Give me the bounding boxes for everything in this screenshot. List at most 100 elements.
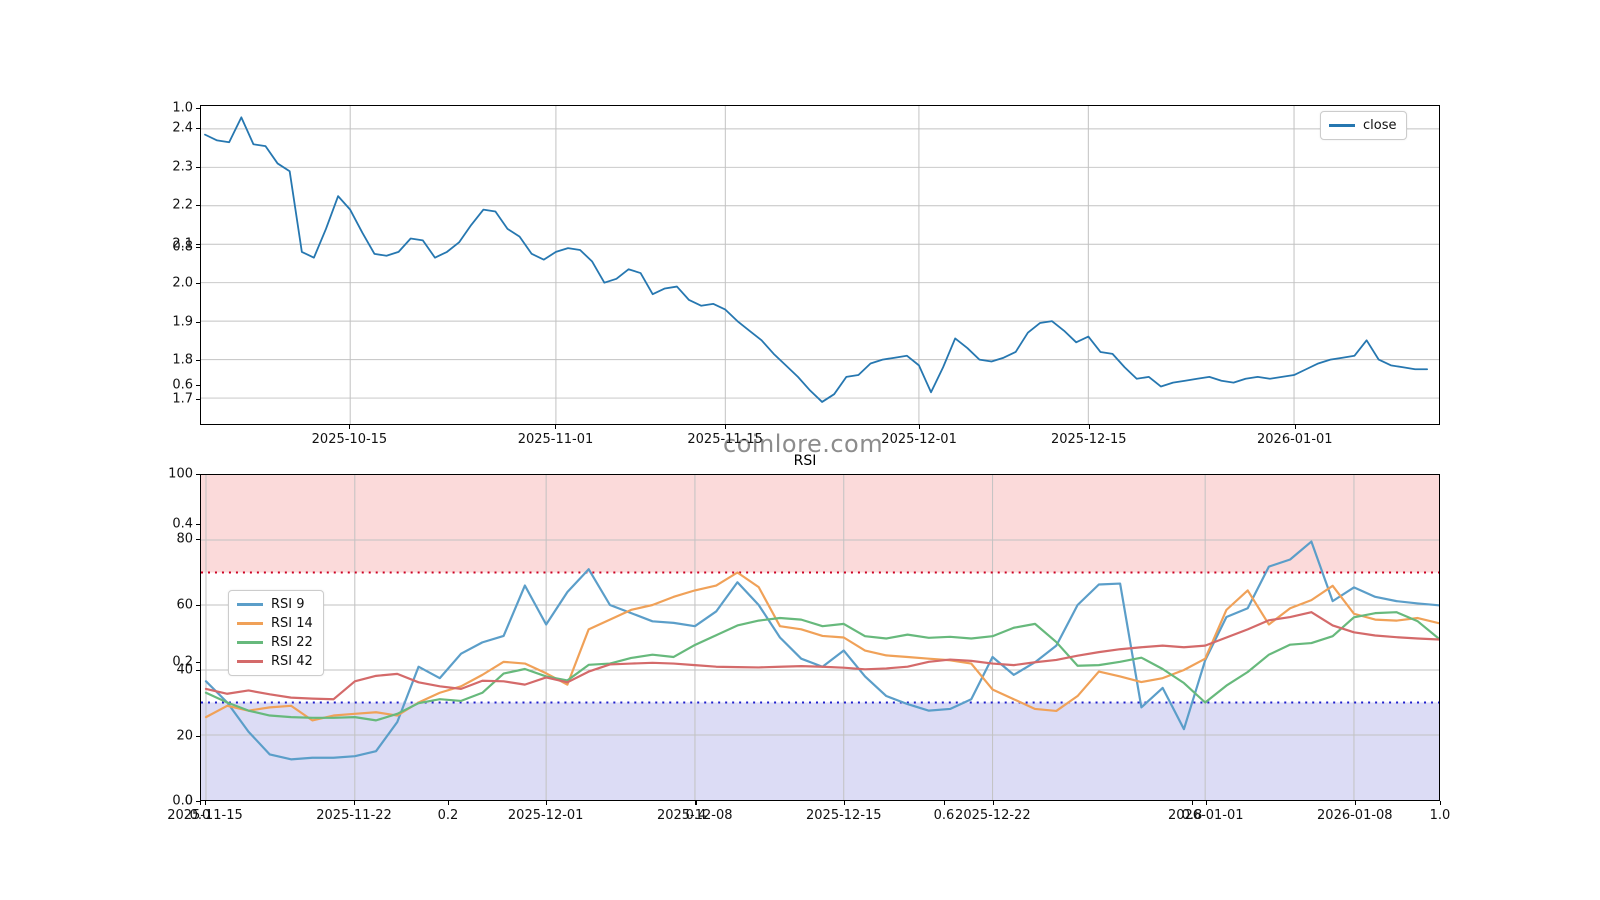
rsi-chart-svg: [201, 475, 1439, 800]
legend-label: RSI 42: [271, 654, 313, 669]
y-tick-mark: [196, 244, 200, 246]
x-tick-label: 2025-11-15: [687, 432, 763, 447]
y-tick-mark: [196, 246, 200, 248]
y-tick-label: 60: [176, 597, 193, 613]
y-tick-label: 1.7: [172, 391, 193, 407]
rsi-section-title: RSI: [793, 453, 817, 469]
y-tick-label: 2.0: [172, 275, 193, 291]
y-tick-label: 0: [184, 793, 193, 809]
y-tick-mark: [196, 360, 200, 362]
overlay-x-tick-label: 0.8: [1181, 808, 1203, 823]
legend-line-icon: [237, 622, 263, 625]
legend-line-icon: [237, 603, 263, 606]
close-line: [204, 116, 1429, 403]
overlay-x-tick-label: 0.4: [685, 808, 707, 823]
price-chart-svg: [201, 106, 1439, 424]
y-tick-mark: [196, 604, 200, 606]
x-tick-mark: [1354, 801, 1356, 805]
y-tick-mark: [196, 662, 200, 664]
x-tick-label: 2025-12-01: [881, 432, 957, 447]
overlay-x-tick-label: 0.6: [933, 808, 955, 823]
x-tick-mark: [555, 425, 557, 429]
legend-label: RSI 14: [271, 616, 313, 631]
y-tick-mark: [196, 801, 200, 802]
x-tick-mark: [1294, 425, 1296, 429]
legend-line-icon: [237, 641, 263, 644]
overlay-x-tick-label: 1.0: [1429, 808, 1451, 823]
overlay-y-tick-label: 1.0: [172, 100, 193, 116]
rsi-22-line: [204, 611, 1439, 722]
x-tick-label: 2025-12-08: [656, 808, 733, 823]
legend-item-rsi-22: RSI 22: [237, 633, 313, 652]
legend-line-icon: [1329, 124, 1355, 127]
x-tick-label: 2025-11-15: [167, 808, 243, 823]
x-tick-mark: [919, 425, 921, 429]
x-tick-label: 2025-10-15: [311, 432, 388, 447]
y-tick-mark: [196, 474, 200, 475]
legend-item-close: close: [1329, 116, 1396, 135]
x-tick-mark: [200, 801, 201, 805]
x-tick-label: 2025-11-22: [316, 808, 392, 823]
x-tick-mark: [545, 801, 547, 805]
x-tick-label: 2025-12-15: [806, 808, 882, 823]
x-tick-mark: [696, 801, 697, 805]
overbought-band: [201, 475, 1439, 573]
x-tick-mark: [354, 801, 356, 805]
legend-item-rsi-42: RSI 42: [237, 652, 313, 671]
x-tick-mark: [944, 801, 945, 805]
legend-label: RSI 22: [271, 635, 313, 650]
x-tick-mark: [725, 425, 727, 429]
y-tick-mark: [196, 166, 200, 168]
x-tick-mark: [1205, 801, 1207, 805]
legend-item-rsi-14: RSI 14: [237, 614, 313, 633]
overlay-x-tick-label: 0.0: [189, 808, 211, 823]
overlay-y-tick-label: 0.6: [172, 377, 193, 393]
oversold-band: [201, 702, 1439, 800]
legend-line-icon: [237, 660, 263, 663]
x-tick-mark: [1440, 801, 1441, 805]
y-tick-mark: [196, 385, 200, 387]
x-tick-mark: [1192, 801, 1193, 805]
y-tick-mark: [196, 205, 200, 207]
y-tick-label: 2.2: [172, 197, 193, 213]
rsi-42-line: [204, 611, 1439, 701]
x-tick-label: 2025-12-15: [1050, 432, 1127, 447]
y-tick-mark: [196, 108, 200, 109]
watermark: coinlore.com: [723, 430, 884, 458]
rsi-legend: RSI 9 RSI 14 RSI 22 RSI 42: [228, 590, 324, 676]
y-tick-mark: [196, 539, 200, 541]
y-tick-label: 100: [168, 466, 193, 482]
x-tick-label: 2025-12-01: [507, 808, 584, 823]
overlay-y-tick-label: 0.2: [172, 654, 193, 670]
y-tick-label: 40: [176, 662, 193, 678]
y-tick-label: 2.1: [172, 236, 193, 252]
x-tick-mark: [694, 801, 696, 805]
x-tick-label: 2026-01-08: [1317, 808, 1393, 823]
price-legend: close: [1320, 111, 1408, 140]
legend-label: RSI 9: [271, 597, 305, 612]
y-tick-mark: [196, 670, 200, 672]
y-tick-mark: [196, 282, 200, 284]
y-tick-mark: [196, 128, 200, 129]
legend-label: close: [1363, 118, 1397, 133]
price-chart-plot-area: [200, 105, 1440, 425]
x-tick-mark: [992, 801, 994, 805]
y-tick-label: 1.9: [172, 314, 193, 329]
overlay-y-tick-label: 0.4: [172, 516, 193, 532]
x-tick-label: 2026-01-01: [1257, 432, 1333, 447]
y-tick-mark: [196, 321, 200, 323]
y-tick-mark: [196, 523, 200, 525]
x-tick-label: 2025-12-22: [955, 808, 1031, 823]
y-tick-mark: [196, 398, 200, 400]
overlay-y-tick-label: 0.0: [172, 793, 193, 809]
y-tick-label: 2.4: [172, 120, 193, 136]
x-tick-mark: [1088, 425, 1090, 429]
overlay-x-tick-label: 0.2: [437, 808, 459, 823]
x-tick-mark: [349, 425, 351, 429]
x-tick-mark: [448, 801, 449, 805]
x-tick-mark: [843, 801, 845, 805]
rsi-chart-plot-area: [200, 474, 1440, 801]
legend-item-rsi-9: RSI 9: [237, 595, 313, 614]
x-tick-label: 2026-01-01: [1167, 808, 1244, 823]
